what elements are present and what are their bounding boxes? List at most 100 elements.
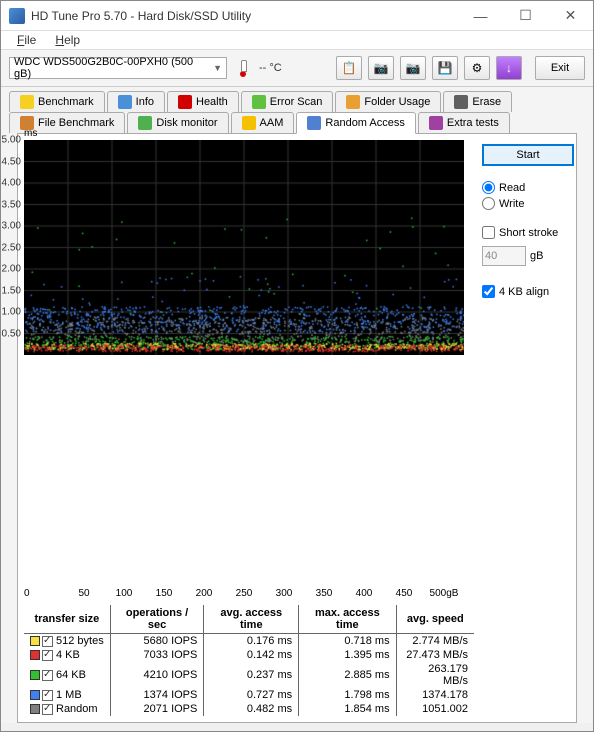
copy-screenshot-button[interactable]: 📷 — [400, 56, 426, 80]
row-label[interactable]: 64 KB — [24, 662, 110, 688]
stroke-value-input[interactable] — [482, 246, 526, 266]
row-label[interactable]: 512 bytes — [24, 634, 110, 649]
cell: 0.142 ms — [204, 648, 299, 662]
tab-icon — [178, 95, 192, 109]
x-tick: 450 — [384, 588, 424, 599]
table-row: 1 MB1374 IOPS0.727 ms1.798 ms1374.178 — [24, 688, 474, 702]
cell: 0.482 ms — [204, 702, 299, 716]
tab-icon — [20, 95, 34, 109]
titlebar: HD Tune Pro 5.70 - Hard Disk/SSD Utility… — [1, 1, 593, 31]
close-button[interactable]: ✕ — [548, 1, 593, 31]
x-tick: 250 — [224, 588, 264, 599]
tab-icon — [242, 116, 256, 130]
row-label[interactable]: Random — [24, 702, 110, 716]
temperature-value: -- °C — [259, 62, 282, 74]
tab-icon — [346, 95, 360, 109]
scatter-canvas — [24, 140, 464, 355]
col-header: avg. access time — [204, 605, 299, 634]
y-tick: 1.50 — [2, 285, 24, 296]
plot-area — [24, 140, 464, 355]
table-row: 64 KB4210 IOPS0.237 ms2.885 ms263.179 MB… — [24, 662, 474, 688]
x-tick: 300 — [264, 588, 304, 599]
col-header: operations / sec — [110, 605, 204, 634]
exit-button[interactable]: Exit — [535, 56, 585, 80]
tab-benchmark[interactable]: Benchmark — [9, 91, 105, 112]
tab-icon — [429, 116, 443, 130]
screenshot-button[interactable]: 📷 — [368, 56, 394, 80]
cell: 1.854 ms — [299, 702, 396, 716]
col-header: transfer size — [24, 605, 110, 634]
x-axis: 050100150200250300350400450500gB — [24, 588, 464, 599]
x-tick: 400 — [344, 588, 384, 599]
tab-icon — [252, 95, 266, 109]
row-label[interactable]: 1 MB — [24, 688, 110, 702]
table-row: Random2071 IOPS0.482 ms1.854 ms1051.002 — [24, 702, 474, 716]
app-icon — [9, 8, 25, 24]
tab-info[interactable]: Info — [107, 91, 165, 112]
tab-folder-usage[interactable]: Folder Usage — [335, 91, 441, 112]
maximize-button[interactable]: ☐ — [503, 1, 548, 31]
cell: 5680 IOPS — [110, 634, 204, 649]
cell: 1.395 ms — [299, 648, 396, 662]
drive-selector[interactable]: WDC WDS500G2B0C-00PXH0 (500 gB) ▼ — [9, 57, 227, 79]
tab-extra-tests[interactable]: Extra tests — [418, 112, 510, 133]
save-button[interactable]: 💾 — [432, 56, 458, 80]
table-row: 512 bytes5680 IOPS0.176 ms0.718 ms2.774 … — [24, 634, 474, 649]
tab-erase[interactable]: Erase — [443, 91, 512, 112]
cell: 1374.178 — [396, 688, 474, 702]
cell: 7033 IOPS — [110, 648, 204, 662]
y-tick: 2.00 — [2, 264, 24, 275]
row-label[interactable]: 4 KB — [24, 648, 110, 662]
x-tick: 200 — [184, 588, 224, 599]
cell: 1374 IOPS — [110, 688, 204, 702]
x-tick: 500gB — [424, 588, 464, 599]
tab-aam[interactable]: AAM — [231, 112, 295, 133]
tab-icon — [118, 95, 132, 109]
x-tick: 100 — [104, 588, 144, 599]
y-tick: 2.50 — [2, 242, 24, 253]
col-header: avg. speed — [396, 605, 474, 634]
tabs-container: BenchmarkInfoHealthError ScanFolder Usag… — [1, 87, 593, 723]
cell: 0.176 ms — [204, 634, 299, 649]
tab-row-2: File BenchmarkDisk monitorAAMRandom Acce… — [9, 112, 585, 133]
toolbar: WDC WDS500G2B0C-00PXH0 (500 gB) ▼ -- °C … — [1, 50, 593, 87]
menubar: File Help — [1, 31, 593, 50]
drive-label: WDC WDS500G2B0C-00PXH0 (500 gB) — [14, 56, 213, 80]
copy-info-button[interactable]: 📋 — [336, 56, 362, 80]
side-panel: Start Read Write Short stroke gB 4 KB al… — [482, 140, 574, 716]
results-table: transfer sizeoperations / secavg. access… — [24, 605, 474, 716]
chart-area: ms 0.501.001.502.002.503.003.504.004.505… — [24, 140, 474, 716]
cell: 4210 IOPS — [110, 662, 204, 688]
y-tick: 4.00 — [2, 178, 24, 189]
minimize-tray-button[interactable]: ↓ — [496, 56, 522, 80]
kb-align-check[interactable]: 4 KB align — [482, 285, 574, 298]
tab-error-scan[interactable]: Error Scan — [241, 91, 334, 112]
cell: 0.718 ms — [299, 634, 396, 649]
tab-icon — [307, 116, 321, 130]
tab-icon — [138, 116, 152, 130]
start-button[interactable]: Start — [482, 144, 574, 166]
menu-help[interactable]: Help — [47, 31, 88, 49]
x-tick: 50 — [64, 588, 104, 599]
thermometer-icon — [235, 59, 251, 77]
menu-file[interactable]: File — [9, 31, 44, 49]
y-tick: 3.00 — [2, 221, 24, 232]
tab-health[interactable]: Health — [167, 91, 239, 112]
chevron-down-icon: ▼ — [213, 63, 222, 73]
tab-row-1: BenchmarkInfoHealthError ScanFolder Usag… — [9, 91, 585, 112]
tab-disk-monitor[interactable]: Disk monitor — [127, 112, 228, 133]
cell: 2071 IOPS — [110, 702, 204, 716]
x-tick: 350 — [304, 588, 344, 599]
minimize-button[interactable]: — — [458, 1, 503, 31]
y-tick: 5.00 — [2, 135, 24, 146]
tab-random-access[interactable]: Random Access — [296, 112, 415, 134]
cell: 2.885 ms — [299, 662, 396, 688]
read-radio[interactable]: Read — [482, 181, 574, 194]
write-radio[interactable]: Write — [482, 197, 574, 210]
y-tick: 3.50 — [2, 199, 24, 210]
x-tick: 0 — [24, 588, 64, 599]
options-button[interactable]: ⚙ — [464, 56, 490, 80]
short-stroke-check[interactable]: Short stroke — [482, 226, 574, 239]
window-title: HD Tune Pro 5.70 - Hard Disk/SSD Utility — [31, 9, 458, 23]
cell: 1051.002 — [396, 702, 474, 716]
